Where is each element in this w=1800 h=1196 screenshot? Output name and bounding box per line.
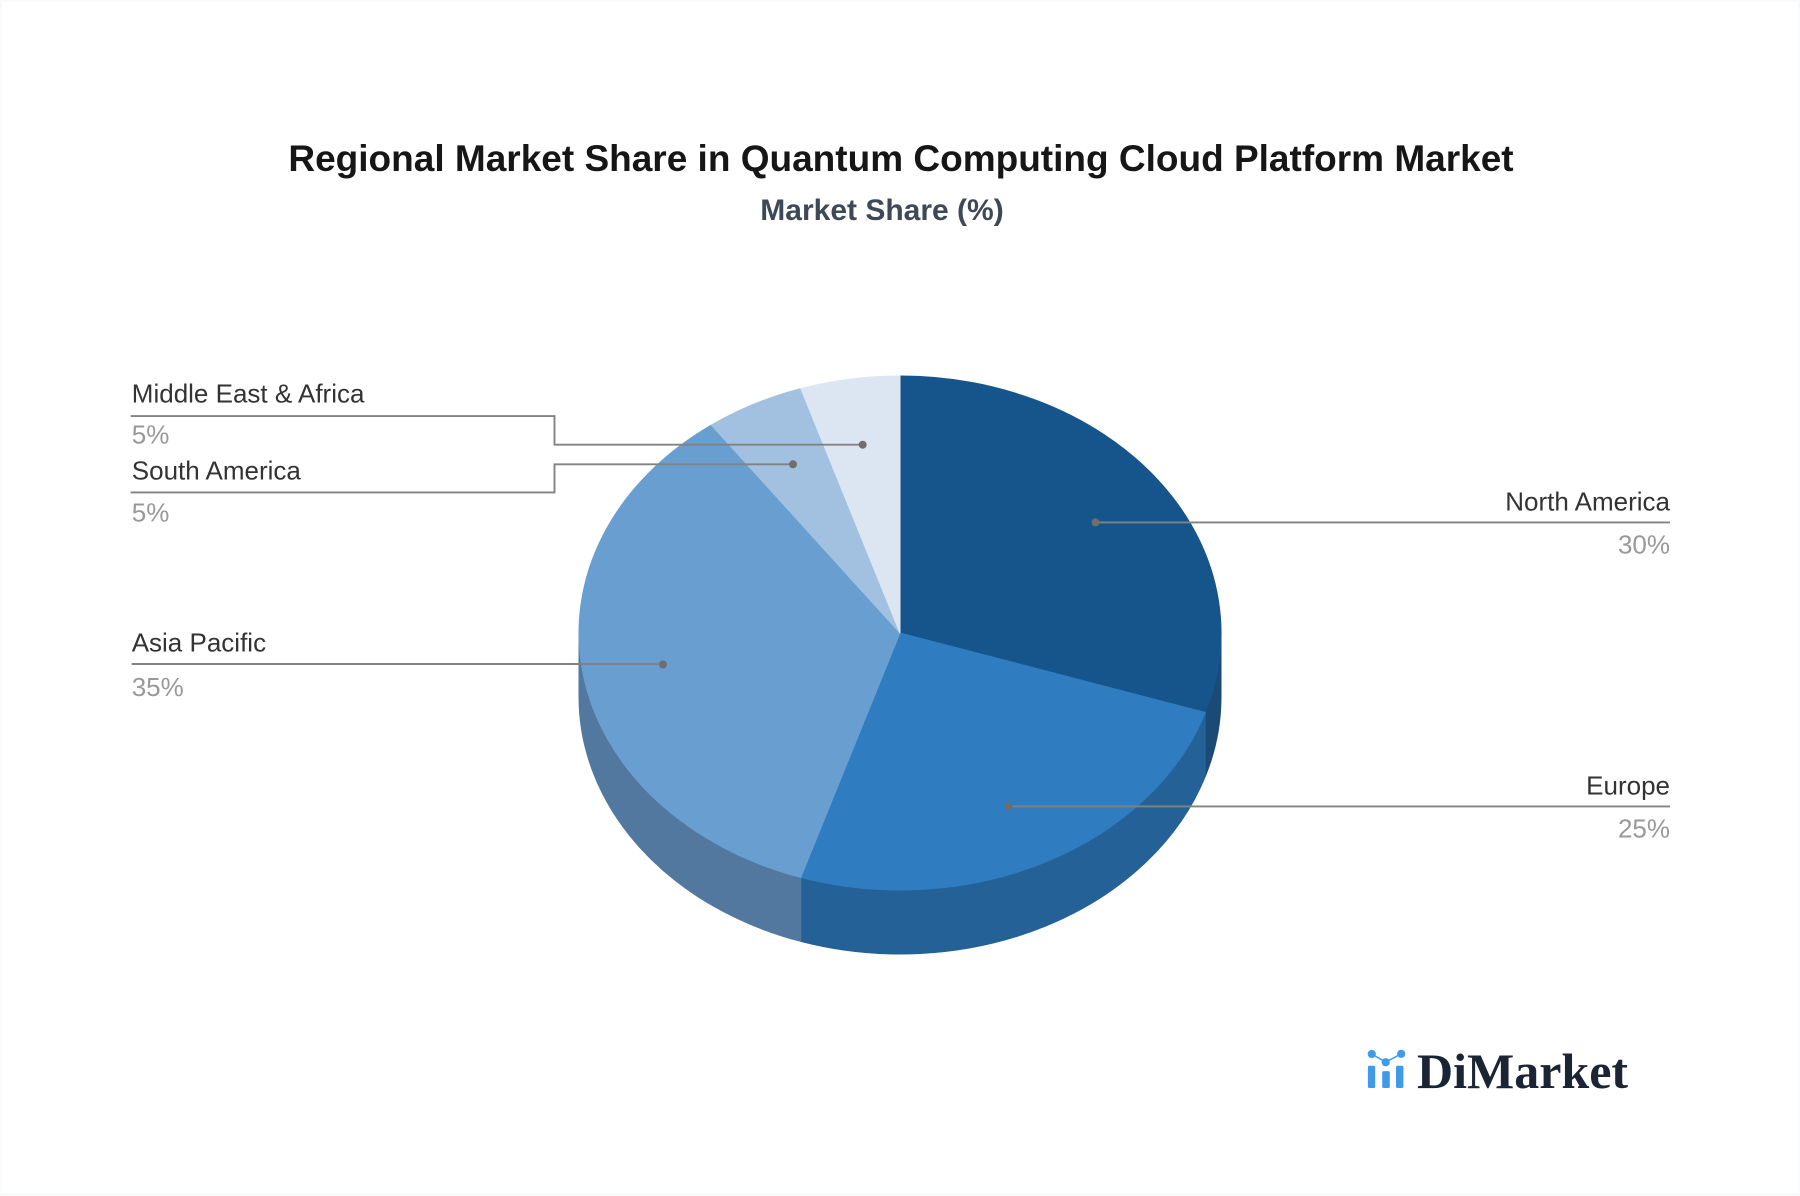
svg-text:Asia Pacific: Asia Pacific xyxy=(132,628,266,658)
svg-text:5%: 5% xyxy=(132,498,170,528)
svg-text:Market Share (%): Market Share (%) xyxy=(760,194,1003,227)
svg-text:Middle East & Africa: Middle East & Africa xyxy=(132,379,365,409)
svg-text:30%: 30% xyxy=(1618,530,1670,560)
svg-text:25%: 25% xyxy=(1618,814,1670,844)
svg-text:35%: 35% xyxy=(132,672,184,702)
svg-text:Regional Market Share in Quant: Regional Market Share in Quantum Computi… xyxy=(288,138,1513,179)
svg-text:North America: North America xyxy=(1505,487,1670,517)
svg-text:DiMarket: DiMarket xyxy=(1417,1043,1628,1099)
svg-text:5%: 5% xyxy=(132,420,170,450)
svg-text:Europe: Europe xyxy=(1586,771,1670,801)
svg-text:South America: South America xyxy=(132,456,302,486)
